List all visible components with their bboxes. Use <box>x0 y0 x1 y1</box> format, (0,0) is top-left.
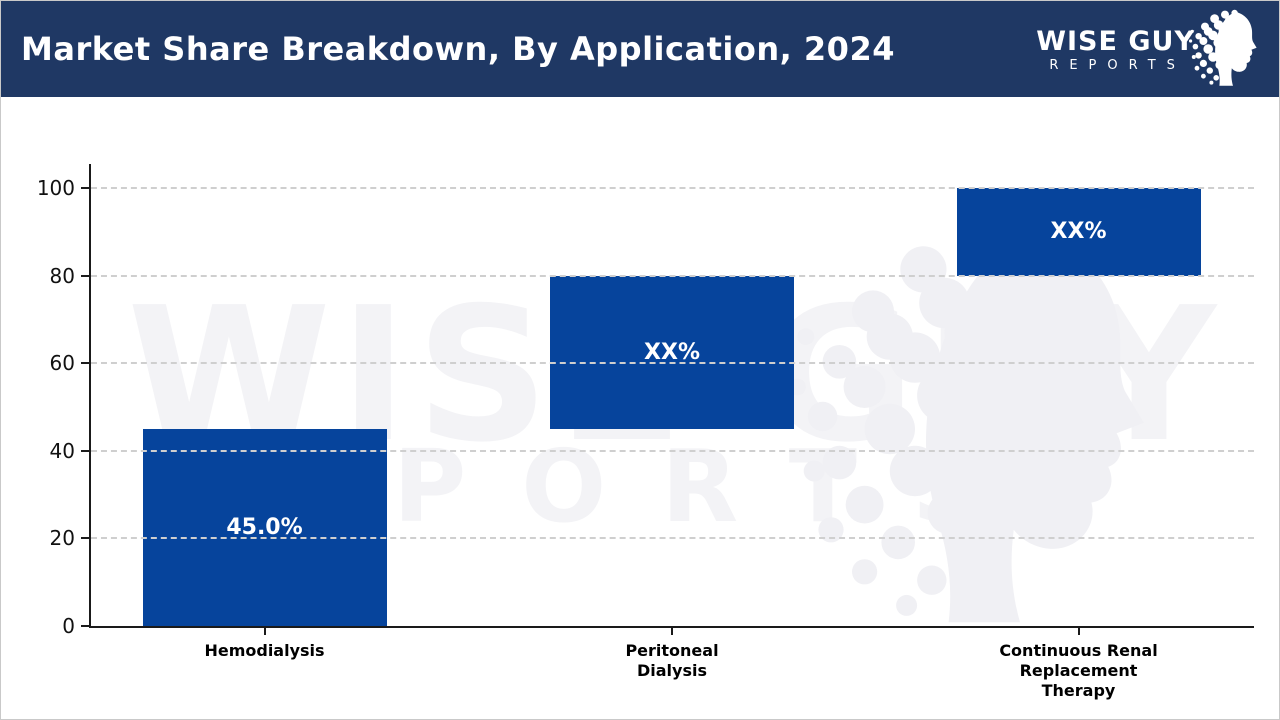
watermark-face-icon <box>789 219 1209 639</box>
x-tick <box>1077 628 1080 635</box>
bar-segment: XX% <box>956 188 1201 276</box>
x-tick <box>263 628 266 635</box>
bar-segment: 45.0% <box>142 428 387 626</box>
x-category-label: Peritoneal Dialysis <box>625 641 719 680</box>
gridline-y-20 <box>91 537 1254 540</box>
y-tick-label: 60 <box>49 351 75 376</box>
bar-value-label: XX% <box>644 339 700 365</box>
logo-subtitle: REPORTS <box>1049 57 1186 73</box>
wiseguy-logo: WISE GUY REPORTS <box>1036 7 1269 91</box>
x-category-label: Hemodialysis <box>204 641 325 660</box>
gridline-y-80 <box>91 274 1254 277</box>
bar-value-label: XX% <box>1050 219 1107 245</box>
x-tick <box>671 628 673 635</box>
y-tick <box>81 187 90 189</box>
y-tick <box>81 537 90 540</box>
y-tick <box>81 274 90 277</box>
header: Market Share Breakdown, By Application, … <box>1 1 1279 97</box>
gridline-y-100 <box>91 187 1254 189</box>
logo-wordmark: WISE GUY <box>1036 25 1195 57</box>
y-tick-label: 100 <box>36 176 75 200</box>
y-tick-label: 80 <box>49 263 75 288</box>
chart-region: WISE GUY PORTS 02040608010045.0%Hemodial… <box>1 97 1279 719</box>
gridline-y-60 <box>91 362 1254 365</box>
x-axis-spine <box>89 626 1254 628</box>
y-tick-label: 40 <box>49 438 75 463</box>
y-tick <box>81 625 90 627</box>
bar-segment: XX% <box>550 275 794 429</box>
gridline-y-40 <box>91 449 1254 452</box>
y-tick <box>81 449 90 452</box>
y-axis-spine <box>89 164 91 628</box>
y-tick-label: 20 <box>49 526 75 551</box>
y-tick <box>81 362 90 365</box>
y-tick-label: 0 <box>62 614 75 638</box>
x-category-label: Continuous Renal Replacement Therapy <box>999 641 1158 700</box>
page-title: Market Share Breakdown, By Application, … <box>21 30 895 68</box>
bar-value-label: 45.0% <box>226 514 303 540</box>
wiseguy-logo-text: WISE GUY REPORTS <box>1036 26 1195 73</box>
